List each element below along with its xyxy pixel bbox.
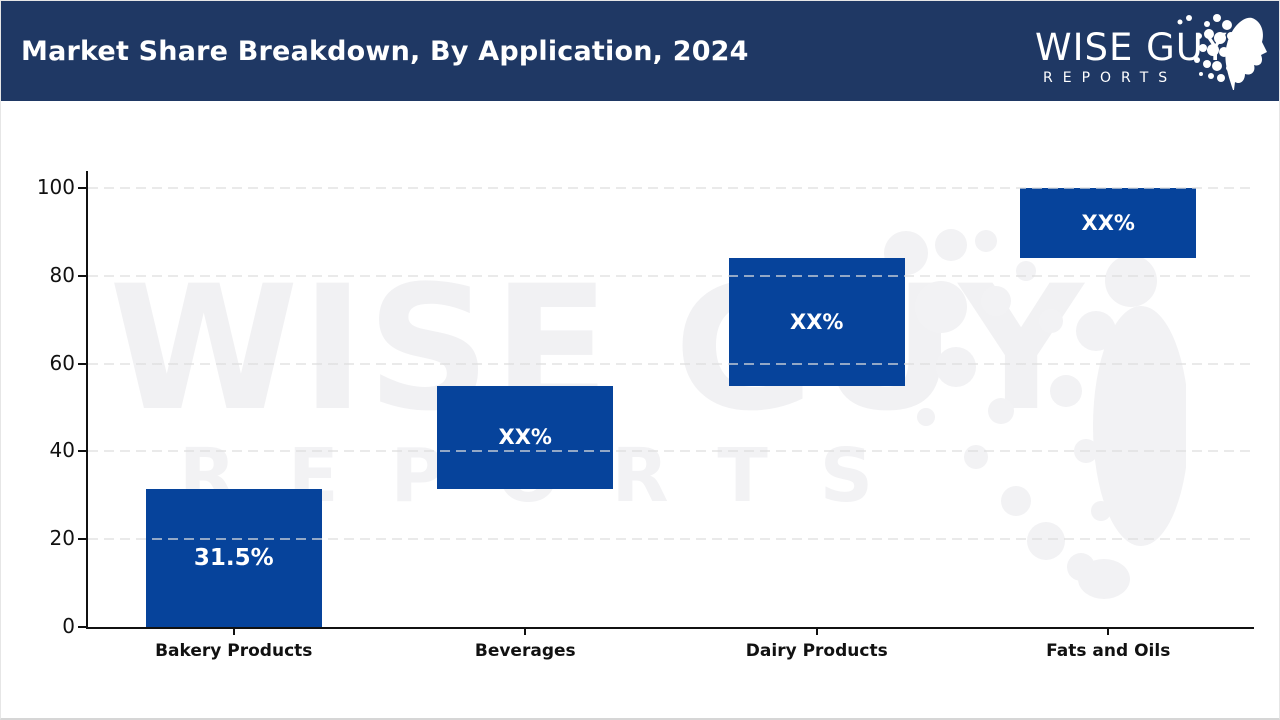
x-tick-4 [1107, 629, 1110, 635]
bar-value-label: XX% [790, 309, 844, 334]
bar-beverages: XX% [437, 385, 614, 489]
bar-fats-and-oils: XX% [1020, 188, 1197, 259]
bar-bakery-products: 31.5% [145, 488, 322, 627]
y-tick-label-40: 40 [49, 438, 75, 463]
gridline-40 [88, 450, 1254, 453]
gridline-60 [88, 362, 1254, 365]
y-tick-60 [78, 362, 86, 365]
bar-value-label: XX% [1081, 211, 1135, 236]
x-tick-2 [524, 629, 527, 635]
x-tick-3 [815, 629, 818, 635]
y-tick-80 [78, 274, 86, 277]
gridline-20 [88, 538, 1254, 541]
wise-guy-reports-logo: WISE GUY REPORTS [1035, 14, 1267, 91]
category-label-beverages: Beverages [474, 641, 576, 661]
y-tick-40 [78, 450, 86, 453]
category-label-bakery-products: Bakery Products [155, 641, 313, 661]
x-tick-1 [232, 629, 235, 635]
y-tick-0 [78, 626, 86, 628]
y-tick-20 [78, 538, 86, 541]
chart-title: Market Share Breakdown, By Application, … [21, 35, 749, 67]
logo-subtext: REPORTS [1043, 70, 1177, 86]
y-tick-label-0: 0 [62, 614, 75, 638]
y-tick-label-100: 100 [36, 175, 75, 199]
gridline-80 [88, 274, 1254, 277]
logo-wordmark: WISE GUY [1035, 26, 1227, 69]
category-label-fats-and-oils: Fats and Oils [1046, 641, 1171, 661]
y-tick-label-80: 80 [49, 262, 75, 287]
y-axis-line [86, 171, 88, 629]
y-tick-label-60: 60 [49, 350, 75, 375]
face-profile-dots-icon [1177, 14, 1267, 91]
category-label-dairy-products: Dairy Products [745, 641, 888, 661]
gridline-100 [88, 187, 1254, 189]
header-bar: Market Share Breakdown, By Application, … [1, 1, 1279, 101]
bar-value-label: 31.5% [193, 544, 274, 571]
bar-dairy-products: XX% [728, 258, 905, 386]
y-tick-100 [78, 187, 86, 189]
y-tick-label-20: 20 [49, 526, 75, 551]
x-axis-line [86, 627, 1254, 629]
bar-value-label: XX% [498, 425, 552, 450]
